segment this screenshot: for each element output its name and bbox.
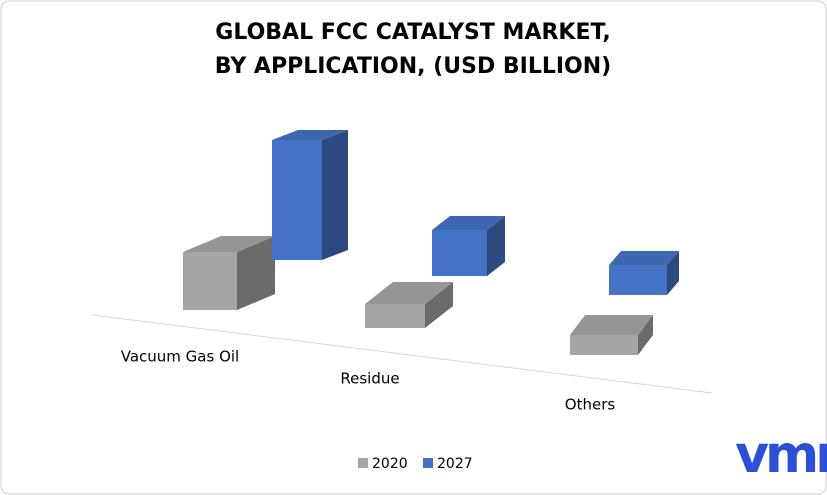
bar-top (365, 282, 453, 304)
bar (365, 304, 425, 328)
bar-side (322, 130, 348, 260)
bar (432, 230, 487, 276)
x-tick-label: Vacuum Gas Oil (121, 348, 239, 366)
chart-title: GLOBAL FCC CATALYST MARKET, (215, 20, 610, 45)
bar-side (487, 216, 505, 276)
bar-side (667, 251, 679, 295)
legend-label: 2027 (437, 456, 473, 472)
bar-top (183, 236, 275, 252)
x-tick-label: Others (565, 396, 616, 414)
legend-label: 2020 (372, 456, 408, 472)
floor-line (91, 314, 713, 394)
bar-side (237, 236, 275, 310)
bar (183, 252, 237, 310)
bar-top (609, 251, 679, 265)
bar-side (638, 315, 653, 355)
bar-top (570, 315, 653, 335)
bar (609, 265, 667, 295)
bar (570, 335, 638, 355)
bar-top (432, 216, 505, 230)
chart-title: BY APPLICATION, (USD BILLION) (215, 54, 611, 79)
x-tick-label: Residue (340, 370, 399, 388)
logo: vmr (735, 425, 827, 485)
bar-side (425, 282, 453, 328)
legend-swatch (358, 458, 368, 468)
legend-swatch (423, 458, 433, 468)
bar-top (272, 130, 348, 140)
bar (272, 140, 322, 260)
